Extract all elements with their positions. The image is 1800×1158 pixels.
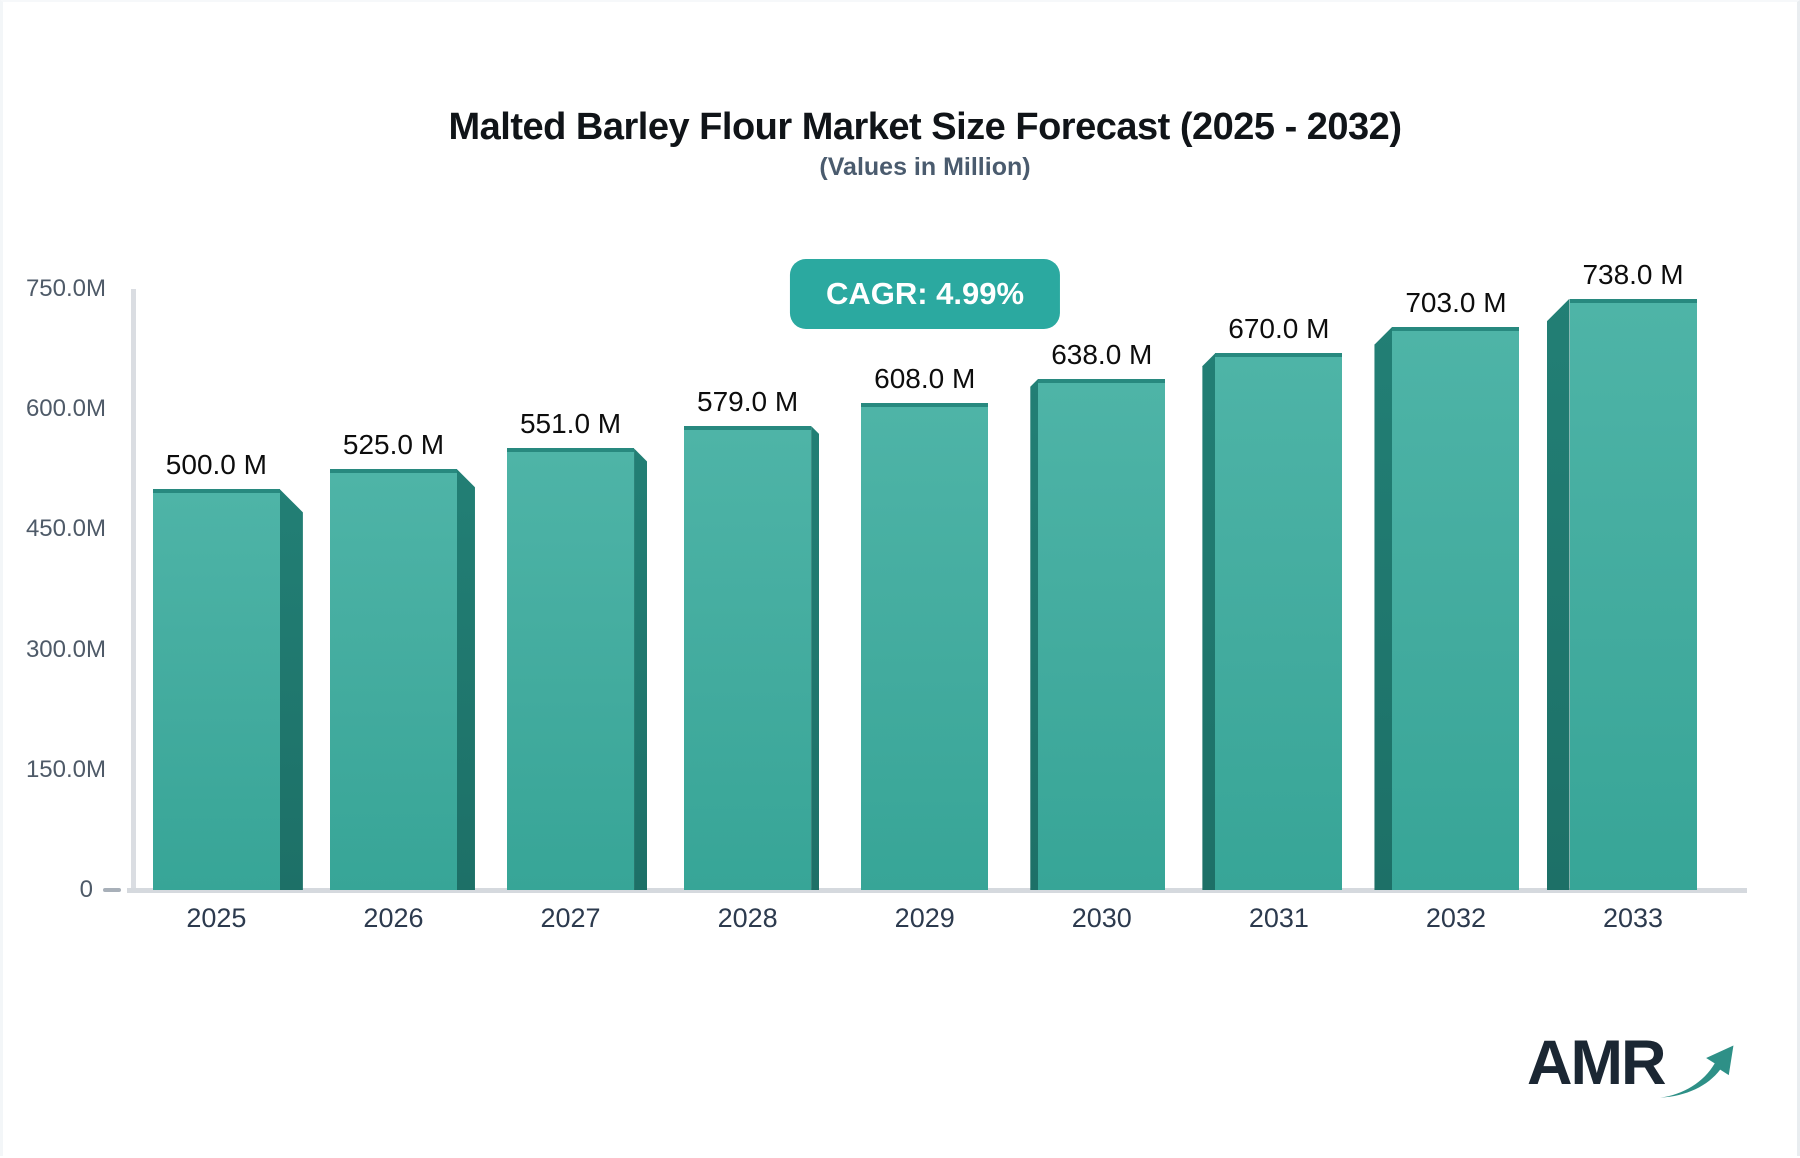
- x-axis-label: 2032: [1425, 903, 1486, 933]
- bar-value-label: 738.0 M: [1582, 258, 1684, 290]
- x-axis-label: 2028: [717, 903, 778, 933]
- bar-value-label: 638.0 M: [1051, 338, 1153, 370]
- cagr-badge: CAGR: 4.99%: [789, 259, 1061, 329]
- bar-side-face: [279, 489, 303, 890]
- bar-face[interactable]: [507, 448, 635, 890]
- bar-value-label: 500.0 M: [165, 449, 267, 481]
- bar-face[interactable]: [684, 426, 812, 890]
- page-title: Malted Barley Flour Market Size Forecast…: [448, 106, 1402, 148]
- y-axis-label: 150.0M: [25, 755, 106, 783]
- bar-face[interactable]: [861, 402, 989, 890]
- x-axis-label: 2027: [540, 903, 601, 933]
- x-axis-label: 2031: [1248, 903, 1309, 933]
- x-axis-label: 2025: [186, 903, 247, 933]
- bar-side-face: [811, 426, 820, 890]
- bar-side-face: [456, 469, 475, 890]
- bar-side-face: [634, 448, 648, 890]
- bar-face[interactable]: [1215, 353, 1343, 890]
- bar-face[interactable]: [152, 489, 280, 890]
- x-axis-label: 2026: [363, 903, 424, 933]
- amr-logo-text: AMR: [1527, 1028, 1666, 1098]
- bar-side-face: [1202, 353, 1216, 890]
- amr-logo: AMR: [1527, 1028, 1734, 1120]
- x-axis-label: 2030: [1071, 903, 1132, 933]
- trending-up-arrow-icon: [1657, 1036, 1735, 1113]
- x-axis-label: 2029: [894, 903, 955, 933]
- y-axis-label: 750.0M: [25, 275, 106, 302]
- y-axis-label: 0: [79, 876, 93, 903]
- zero-tick-dash: [103, 888, 121, 892]
- bar-face[interactable]: [329, 469, 457, 890]
- bar-value-label: 670.0 M: [1228, 313, 1330, 345]
- chart-area: 750.0M 600.0M 450.0M 300.0M 150.0M 0 500.0 M 20…: [3, 2, 1800, 1158]
- page-subtitle: (Values in Million): [819, 153, 1031, 181]
- y-axis-label: 600.0M: [25, 395, 106, 423]
- bar-side-face: [1374, 326, 1393, 890]
- bar-face[interactable]: [1392, 326, 1520, 890]
- bar-side-face: [1030, 378, 1039, 890]
- x-baseline: [127, 888, 1747, 893]
- bar-value-label: 703.0 M: [1405, 286, 1507, 318]
- y-axis-line: [131, 289, 136, 890]
- bar-value-label: 579.0 M: [697, 386, 799, 418]
- bar-value-label: 525.0 M: [342, 429, 445, 461]
- y-axis-label: 450.0M: [25, 515, 106, 543]
- y-axis-label: 300.0M: [25, 635, 106, 663]
- bar-value-label: 551.0 M: [519, 408, 622, 440]
- bar-face[interactable]: [1569, 298, 1697, 890]
- bar-side-face: [1546, 298, 1570, 890]
- bar-face[interactable]: [1038, 378, 1166, 890]
- bar-value-label: 608.0 M: [874, 362, 976, 394]
- x-axis-label: 2033: [1602, 903, 1664, 933]
